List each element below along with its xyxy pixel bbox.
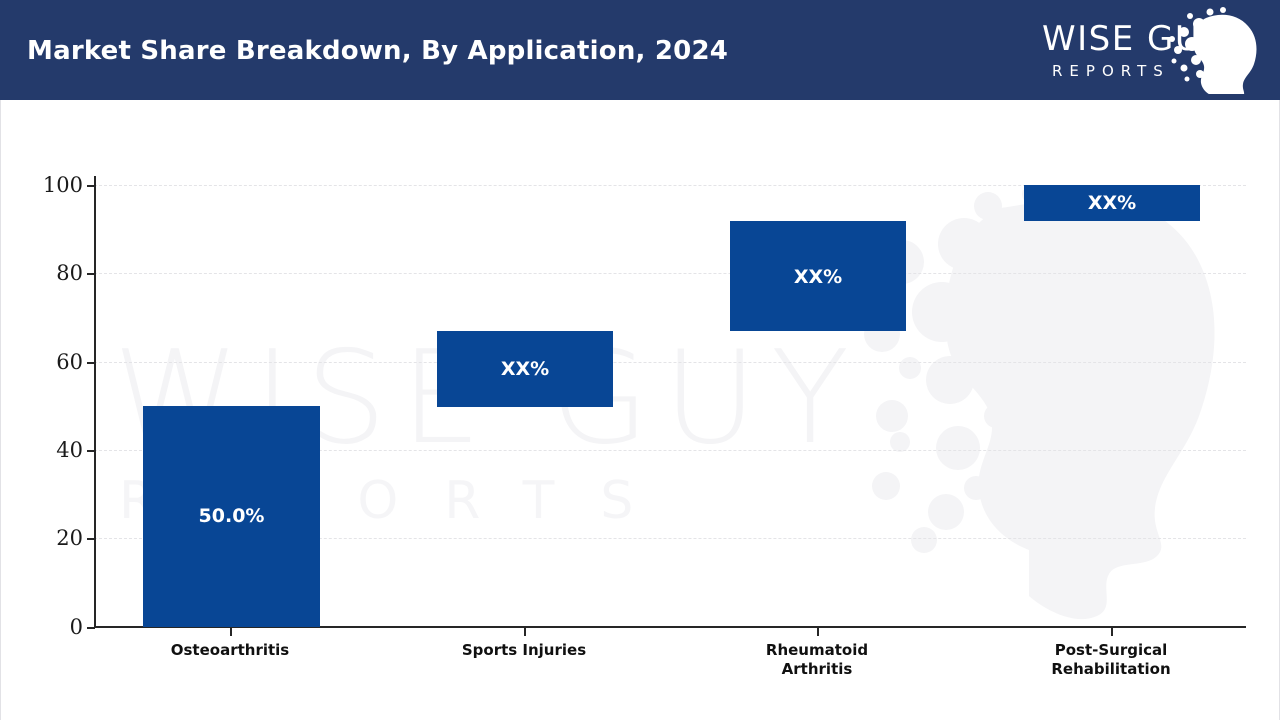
bar-sports-injuries[interactable]: [437, 331, 613, 407]
bar-osteoarthritis[interactable]: [143, 406, 320, 627]
chart-frame: WISE GUY REPORTS: [0, 100, 1280, 720]
x-category-label-rheumatoid-arthritis: Rheumatoid Arthritis: [717, 641, 917, 679]
gridline-60: [94, 362, 1246, 363]
bar-label-post-surgical-rehabilitation: XX%: [1087, 192, 1137, 214]
plot-area: 100 80 60 40 20 0 50.0% XX% XX% XX% Oste…: [1, 100, 1279, 720]
y-tick-label-20: 20: [56, 526, 83, 550]
x-tick-mark-0: [230, 627, 232, 636]
y-tick-label-60: 60: [56, 350, 83, 374]
y-tick-label-0: 0: [69, 615, 83, 639]
x-category-line: Arthritis: [781, 660, 853, 678]
bar-rheumatoid-arthritis[interactable]: [730, 221, 906, 331]
x-category-line: Rheumatoid: [765, 641, 869, 659]
page-title: Market Share Breakdown, By Application, …: [27, 36, 729, 66]
y-axis-spine: [94, 176, 96, 628]
y-tick-label-40: 40: [56, 438, 83, 462]
logo-wordmark-secondary: REPORTS: [1052, 62, 1170, 80]
x-category-line: Rehabilitation: [1051, 660, 1171, 678]
y-tick-mark-0: [87, 627, 95, 629]
x-category-label-osteoarthritis: Osteoarthritis: [130, 641, 330, 660]
y-tick-label-100: 100: [42, 173, 83, 197]
y-tick-mark-80: [87, 273, 95, 275]
y-tick-mark-100: [87, 185, 95, 187]
bar-post-surgical-rehabilitation[interactable]: [1024, 185, 1200, 221]
x-category-line: Sports Injuries: [461, 641, 587, 659]
x-tick-mark-2: [817, 627, 819, 636]
gridline-80: [94, 273, 1246, 274]
logo-svg: WISE GUY REPORTS: [1042, 7, 1257, 111]
y-tick-label-80: 80: [56, 261, 83, 285]
gridline-20: [94, 538, 1246, 539]
y-tick-mark-60: [87, 362, 95, 364]
x-category-label-post-surgical-rehabilitation: Post-Surgical Rehabilitation: [1011, 641, 1211, 679]
x-tick-mark-1: [524, 627, 526, 636]
x-axis-spine: [94, 626, 1246, 628]
wise-guy-reports-logo: WISE GUY REPORTS: [1024, 6, 1274, 111]
page-header: Market Share Breakdown, By Application, …: [0, 0, 1280, 111]
x-category-label-sports-injuries: Sports Injuries: [424, 641, 624, 660]
bar-label-rheumatoid-arthritis: XX%: [793, 266, 843, 288]
logo-head-icon: [1169, 7, 1257, 111]
gridline-100: [94, 185, 1246, 186]
bar-label-osteoarthritis: 50.0%: [198, 505, 265, 527]
x-category-line: Osteoarthritis: [170, 641, 290, 659]
y-tick-mark-20: [87, 538, 95, 540]
y-tick-mark-40: [87, 450, 95, 452]
gridline-40: [94, 450, 1246, 451]
bar-label-sports-injuries: XX%: [500, 358, 550, 380]
x-tick-mark-3: [1111, 627, 1113, 636]
x-category-line: Post-Surgical: [1054, 641, 1168, 659]
